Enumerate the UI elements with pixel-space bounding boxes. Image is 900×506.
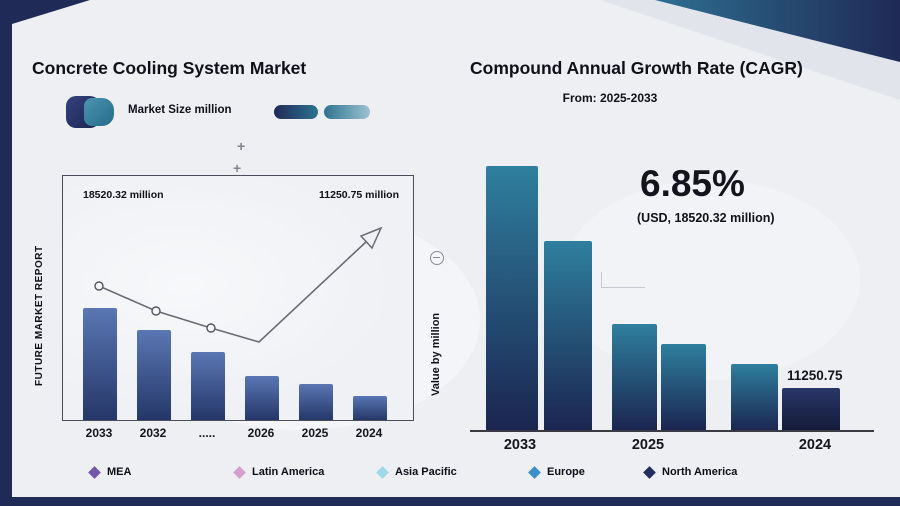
market-size-bar-2024 (353, 396, 387, 420)
market-size-legend-label: Market Size million (128, 104, 232, 116)
trend-line-overlay (94, 226, 383, 343)
gradient-pill-decoration (324, 105, 370, 119)
corner-decoration-top-right (600, 0, 900, 100)
legend-diamond-icon (643, 465, 656, 479)
left-frame-stripe (0, 0, 12, 506)
x-axis-label-2024: 2024 (798, 437, 832, 453)
legend-item-mea: MEA (88, 465, 132, 479)
market-size-icon-teal-part (84, 98, 114, 126)
legend-label: Europe (547, 466, 585, 478)
legend-label: MEA (107, 466, 132, 478)
legend-label: North America (662, 466, 738, 478)
x-axis-label: 2033 (85, 426, 113, 440)
legend-label: Latin America (252, 466, 325, 478)
circle-minus-icon (430, 251, 444, 265)
trend-marker-icon (151, 306, 161, 316)
legend-item-europe: Europe (528, 465, 585, 479)
left-x-axis-labels: 2033 2032..... 2026 2025 2024 (62, 426, 414, 440)
legend-item-asia-pacific: Asia Pacific (376, 465, 457, 479)
legend-item-latin-america: Latin America (233, 465, 325, 479)
right-chart-title: Compound Annual Growth Rate (CAGR) (470, 58, 803, 78)
cagr-period-subtitle: From: 2025-2033 (562, 91, 658, 105)
corner-decoration-top-left (12, 0, 90, 24)
right-x-axis-labels: 2033 2025 2024 (0, 437, 900, 457)
left-chart-panel: 18520.32 million 11250.75 million (62, 175, 414, 421)
x-axis-label: ..... (198, 426, 216, 440)
market-size-icon (66, 96, 116, 128)
x-axis-label: 2025 (301, 426, 329, 440)
legend-item-north-america: North America (643, 465, 738, 479)
background-blob (560, 180, 860, 380)
market-size-bar-2032 (137, 330, 171, 420)
market-size-bar-2026 (245, 376, 279, 420)
region-legend: MEA Latin America Asia Pacific Europe North … (0, 465, 900, 484)
cagr-bar (544, 241, 592, 431)
legend-label: Asia Pacific (395, 466, 457, 478)
annotation-2024-value: 11250.75 million (319, 189, 399, 201)
cagr-bar (731, 364, 778, 431)
legend-diamond-icon (528, 465, 541, 479)
legend-diamond-icon (376, 465, 389, 479)
x-axis-label-2033: 2033 (503, 437, 537, 453)
step-line-decoration (601, 272, 645, 288)
trend-arrowhead-icon (359, 226, 383, 250)
cagr-percentage: 6.85% (640, 163, 745, 204)
market-size-bar-2025 (299, 384, 333, 420)
cagr-bar (782, 388, 840, 431)
market-size-bar-..... (191, 352, 225, 420)
cagr-bar (486, 166, 538, 431)
trend-marker-icon (206, 323, 216, 333)
bottom-frame-stripe (0, 497, 900, 506)
annotation-2033-value: 18520.32 million (83, 189, 164, 201)
x-axis-label-2025: 2025 (631, 437, 665, 453)
left-bars-layer (63, 176, 413, 420)
data-label-11250: 11250.75 (787, 368, 843, 383)
x-axis-label: 2024 (355, 426, 383, 440)
left-chart-title: Concrete Cooling System Market (32, 58, 307, 78)
legend-diamond-icon (88, 465, 101, 479)
cagr-bar (661, 344, 706, 431)
trend-marker-icon (94, 281, 104, 291)
right-chart-baseline (470, 430, 874, 432)
legend-diamond-icon (233, 465, 246, 479)
gradient-pill-decoration (274, 105, 318, 119)
x-axis-label: 2032 (139, 426, 167, 440)
plus-decoration: + (237, 138, 246, 154)
cagr-bar (612, 324, 657, 431)
x-axis-label: 2026 (247, 426, 275, 440)
market-size-bar-2033 (83, 308, 117, 420)
plus-decoration: + (233, 160, 242, 176)
cagr-usd-note: (USD, 18520.32 million) (637, 211, 775, 225)
